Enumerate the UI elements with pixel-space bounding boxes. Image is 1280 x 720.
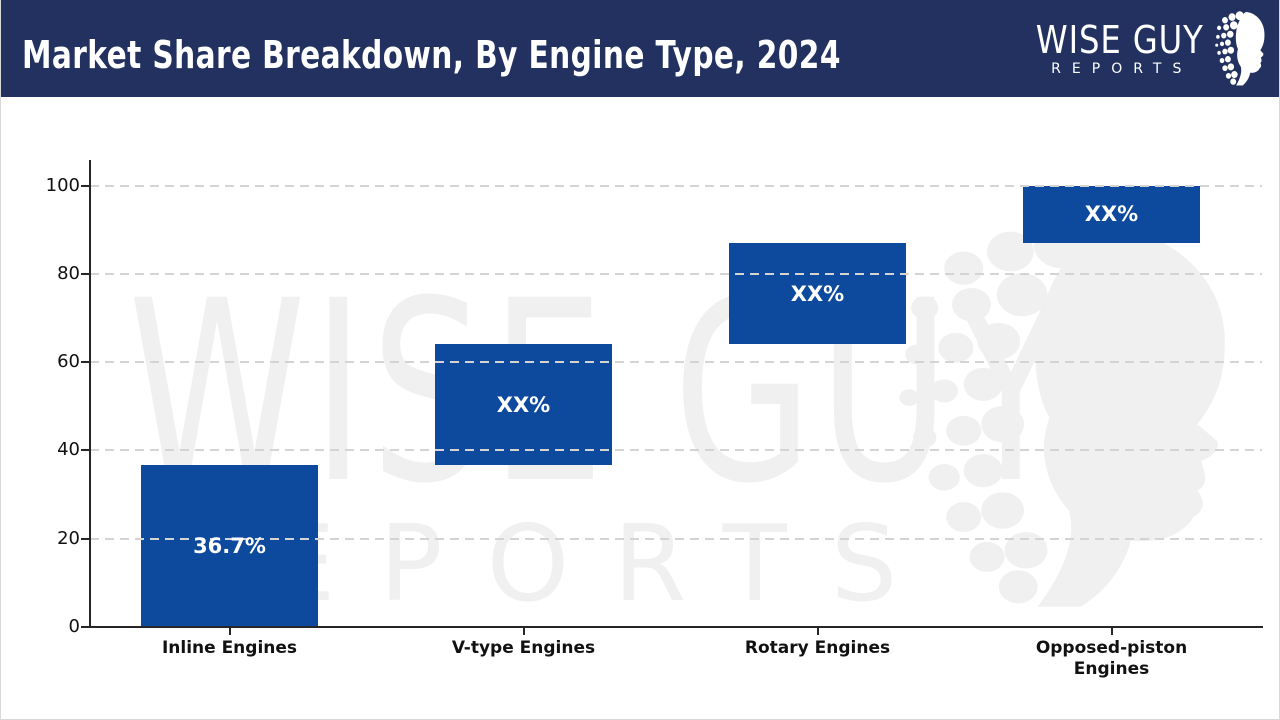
gridline [90, 361, 1262, 364]
x-tick-mark [228, 628, 231, 635]
y-tick-label: 100 [45, 174, 80, 196]
y-tick-mark [81, 537, 89, 540]
y-tick-mark [81, 184, 89, 187]
gridline [90, 537, 1262, 540]
gridline [90, 184, 1262, 187]
bar [435, 344, 612, 465]
x-tick-mark [816, 628, 819, 635]
bar [141, 464, 318, 627]
bar [729, 242, 906, 345]
y-tick-mark [81, 449, 89, 452]
category-label: Rotary Engines [744, 638, 891, 658]
y-tick-label: 20 [57, 527, 80, 549]
y-axis [89, 160, 91, 628]
y-tick-label: 0 [68, 616, 80, 637]
x-tick-mark [522, 628, 525, 635]
y-tick-label: 60 [57, 351, 80, 373]
y-tick-label: 80 [57, 262, 80, 284]
page-title: Market Share Breakdown, By Engine Type, … [22, 33, 841, 77]
logo-wordmark: WISE GUY [1035, 18, 1204, 63]
gridline [90, 272, 1262, 275]
y-tick-label: 40 [57, 439, 80, 461]
bar-value-label: XX% [790, 281, 845, 306]
logo-reports-text: REPORTS [1051, 60, 1193, 77]
bar-value-label: XX% [496, 392, 551, 417]
gridline [90, 449, 1262, 452]
logo-text: WISE GUY REPORTS [1021, 18, 1218, 77]
logo: WISE GUY REPORTS [1021, 7, 1268, 91]
category-label: V-type Engines [451, 638, 596, 658]
bar-value-label: 36.7% [193, 533, 266, 558]
x-tick-mark [1110, 628, 1113, 635]
header: Market Share Breakdown, By Engine Type, … [0, 0, 1280, 97]
category-label: Inline Engines [161, 638, 298, 658]
category-label: Opposed-piston Engines [1035, 638, 1188, 680]
y-tick-mark [81, 272, 89, 275]
y-tick-mark [81, 626, 89, 628]
y-tick-mark [81, 361, 89, 364]
logo-face-icon [1215, 11, 1265, 86]
bar-value-label: XX% [1084, 202, 1139, 227]
x-axis [89, 626, 1263, 628]
